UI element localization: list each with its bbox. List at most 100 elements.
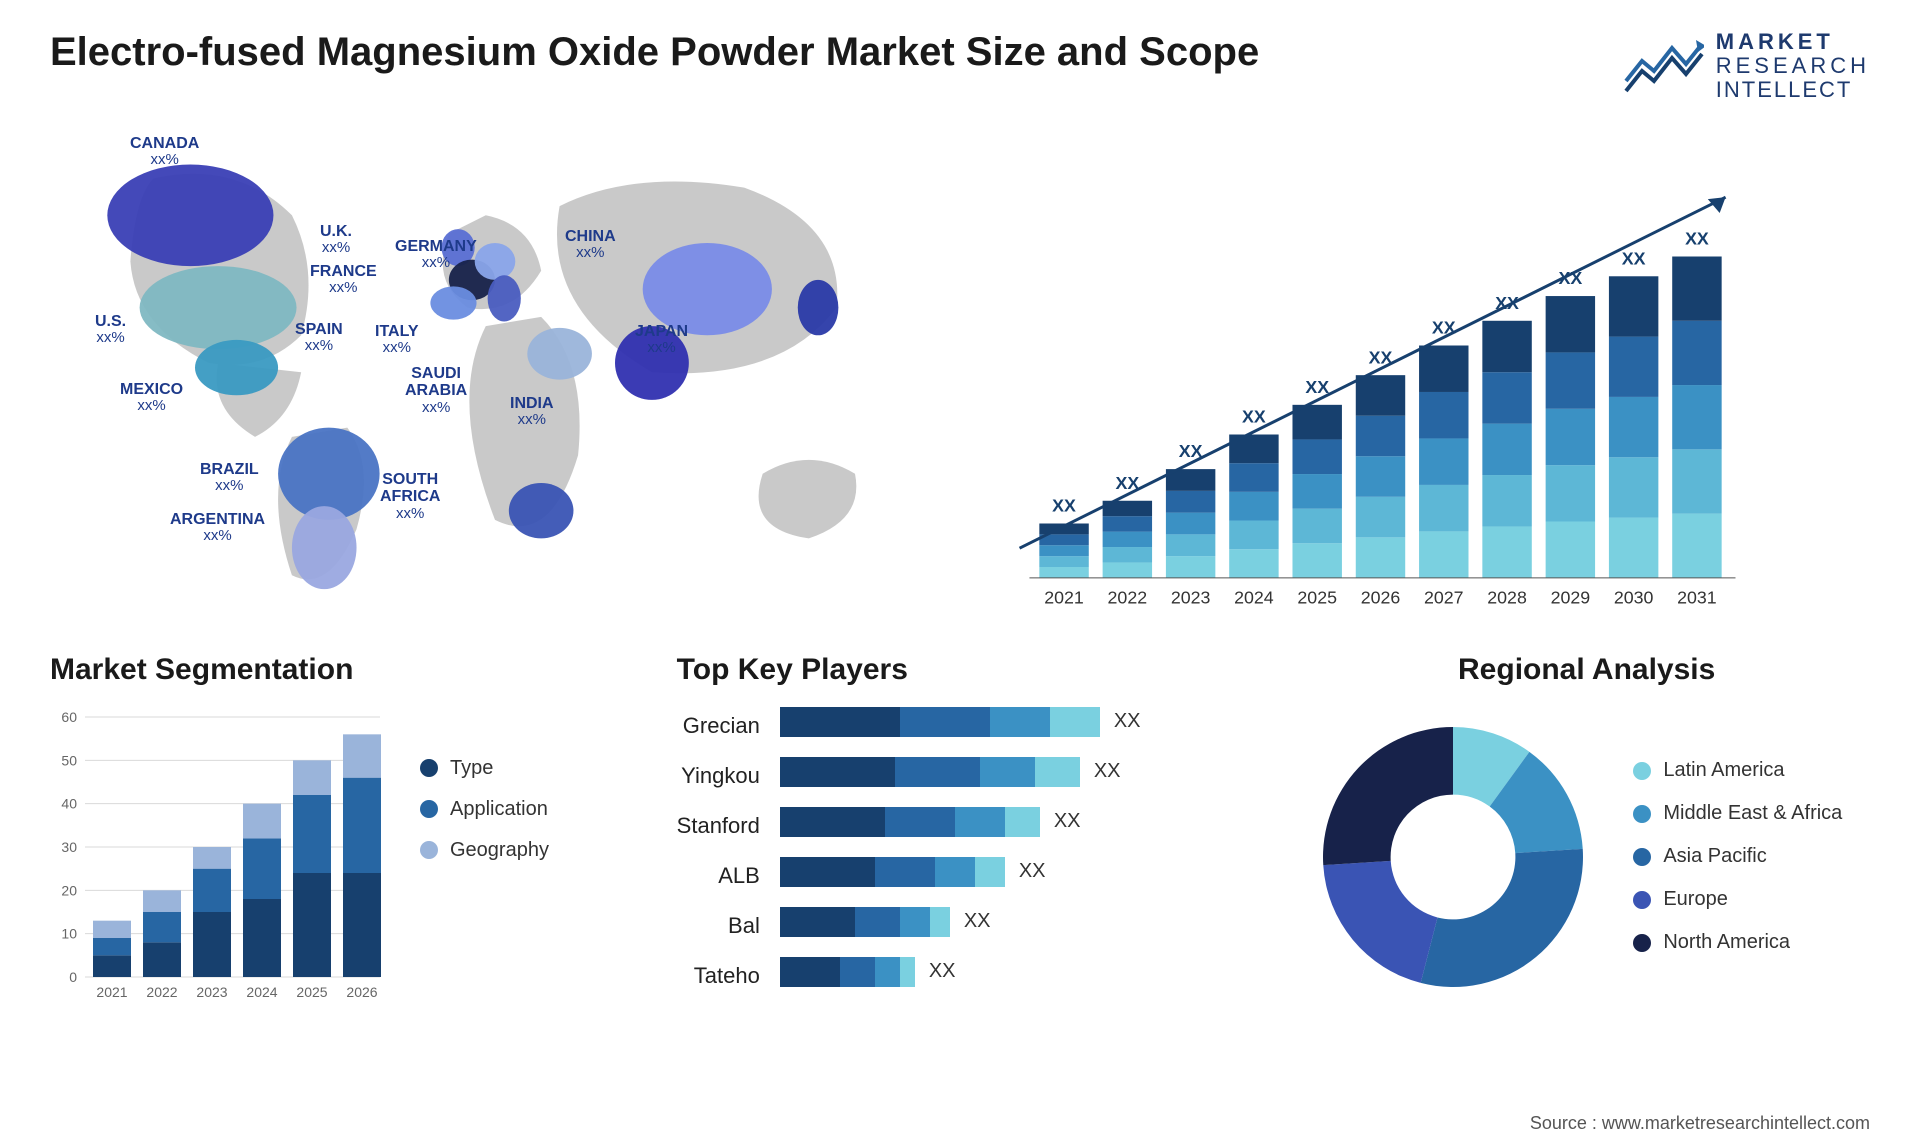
logo-line2: RESEARCH: [1716, 54, 1870, 78]
svg-text:2024: 2024: [246, 984, 277, 1000]
player-bar-segment: [780, 957, 840, 987]
player-bar-segment: [875, 857, 935, 887]
player-bar: [780, 807, 1040, 837]
players-panel: Top Key Players Grecian Yingkou Stanford AL…: [677, 653, 1244, 1007]
map-label-us: U.S.xx%: [95, 313, 126, 347]
svg-text:2029: 2029: [1551, 587, 1591, 607]
growth-chart: XXXXXXXXXXXXXXXXXXXXXX 20212022202320242…: [980, 123, 1870, 637]
segmentation-panel: Market Segmentation 01020304050602021202…: [50, 653, 617, 1007]
regional-panel: Regional Analysis Latin AmericaMiddle Ea…: [1303, 653, 1870, 1007]
legend-dot-icon: [1633, 762, 1651, 780]
player-bar-segment: [975, 857, 1005, 887]
legend-label: North America: [1663, 931, 1790, 954]
regional-legend-item: Asia Pacific: [1633, 845, 1842, 868]
player-row: XX: [780, 757, 1244, 787]
segmentation-chart: 0102030405060202120222023202420252026: [50, 707, 390, 1007]
player-bar-segment: [930, 907, 950, 937]
player-bar-segment: [1035, 757, 1080, 787]
player-bar-segment: [1050, 707, 1100, 737]
seg-legend-geography: Geography: [420, 839, 549, 862]
player-row: XX: [780, 857, 1244, 887]
legend-label: Geography: [450, 839, 549, 862]
growth-chart-panel: XXXXXXXXXXXXXXXXXXXXXX 20212022202320242…: [980, 123, 1870, 603]
map-label-argentina: ARGENTINAxx%: [170, 511, 265, 545]
player-value: XX: [929, 960, 956, 983]
source-label: Source : www.marketresearchintellect.com: [1530, 1113, 1870, 1134]
player-bar: [780, 857, 1005, 887]
svg-text:0: 0: [69, 969, 77, 985]
players-bars: XXXXXXXXXXXX: [780, 707, 1244, 991]
player-row: XX: [780, 807, 1244, 837]
player-bar-segment: [780, 807, 885, 837]
bottom-row: Market Segmentation 01020304050602021202…: [50, 653, 1870, 1007]
map-label-china: CHINAxx%: [565, 228, 616, 262]
svg-text:XX: XX: [1305, 377, 1329, 397]
legend-dot-icon: [420, 759, 438, 777]
player-bar-segment: [980, 757, 1035, 787]
svg-text:2023: 2023: [196, 984, 227, 1000]
player-label: Grecian: [683, 711, 760, 741]
map-label-saudiarabia: SAUDIARABIAxx%: [405, 365, 467, 417]
regional-donut: [1303, 707, 1603, 1007]
player-label: ALB: [718, 861, 760, 891]
logo-line1: MARKET: [1716, 30, 1870, 54]
svg-text:2026: 2026: [1361, 587, 1401, 607]
player-bar-segment: [900, 907, 930, 937]
player-value: XX: [1094, 760, 1121, 783]
players-title: Top Key Players: [677, 653, 1244, 687]
page-title: Electro-fused Magnesium Oxide Powder Mar…: [50, 30, 1259, 75]
svg-text:20: 20: [61, 882, 77, 898]
segmentation-title: Market Segmentation: [50, 653, 617, 687]
legend-dot-icon: [1633, 891, 1651, 909]
svg-text:2023: 2023: [1171, 587, 1211, 607]
player-value: XX: [1054, 810, 1081, 833]
player-bar-segment: [1005, 807, 1040, 837]
player-bar: [780, 757, 1080, 787]
svg-text:2022: 2022: [146, 984, 177, 1000]
logo-icon: [1624, 36, 1704, 96]
player-bar-segment: [895, 757, 980, 787]
player-value: XX: [964, 910, 991, 933]
player-bar-segment: [780, 757, 895, 787]
player-bar: [780, 907, 950, 937]
svg-text:40: 40: [61, 795, 77, 811]
player-bar-segment: [855, 907, 900, 937]
brand-logo: MARKET RESEARCH INTELLECT: [1624, 30, 1870, 103]
player-label: Yingkou: [681, 761, 760, 791]
player-label: Stanford: [677, 811, 760, 841]
top-row: CANADAxx%U.S.xx%MEXICOxx%BRAZILxx%ARGENT…: [50, 123, 1870, 603]
map-label-southafrica: SOUTHAFRICAxx%: [380, 471, 440, 523]
player-row: XX: [780, 957, 1244, 987]
svg-text:2021: 2021: [1044, 587, 1084, 607]
map-label-spain: SPAINxx%: [295, 321, 343, 355]
map-label-uk: U.K.xx%: [320, 223, 352, 257]
player-label: Bal: [728, 911, 760, 941]
map-label-india: INDIAxx%: [510, 395, 554, 429]
map-label-france: FRANCExx%: [310, 263, 377, 297]
svg-text:2025: 2025: [1297, 587, 1337, 607]
logo-text: MARKET RESEARCH INTELLECT: [1716, 30, 1870, 103]
legend-label: Asia Pacific: [1663, 845, 1766, 868]
player-bar-segment: [780, 857, 875, 887]
svg-text:XX: XX: [1622, 248, 1646, 268]
svg-text:XX: XX: [1052, 495, 1076, 515]
map-label-mexico: MEXICOxx%: [120, 381, 183, 415]
svg-text:XX: XX: [1685, 228, 1709, 248]
regional-legend-item: Middle East & Africa: [1633, 802, 1842, 825]
player-bar-segment: [780, 707, 900, 737]
players-labels: GrecianYingkouStanfordALBBalTateho: [677, 707, 760, 991]
header: Electro-fused Magnesium Oxide Powder Mar…: [50, 30, 1870, 103]
svg-text:2024: 2024: [1234, 587, 1274, 607]
player-bar-segment: [840, 957, 875, 987]
svg-text:2028: 2028: [1487, 587, 1527, 607]
svg-text:XX: XX: [1242, 406, 1266, 426]
player-bar: [780, 707, 1100, 737]
regional-legend-item: North America: [1633, 931, 1842, 954]
map-label-canada: CANADAxx%: [130, 135, 199, 169]
svg-text:50: 50: [61, 752, 77, 768]
legend-label: Type: [450, 757, 493, 780]
legend-dot-icon: [420, 841, 438, 859]
logo-line3: INTELLECT: [1716, 78, 1870, 102]
legend-label: Application: [450, 798, 548, 821]
legend-dot-icon: [1633, 848, 1651, 866]
